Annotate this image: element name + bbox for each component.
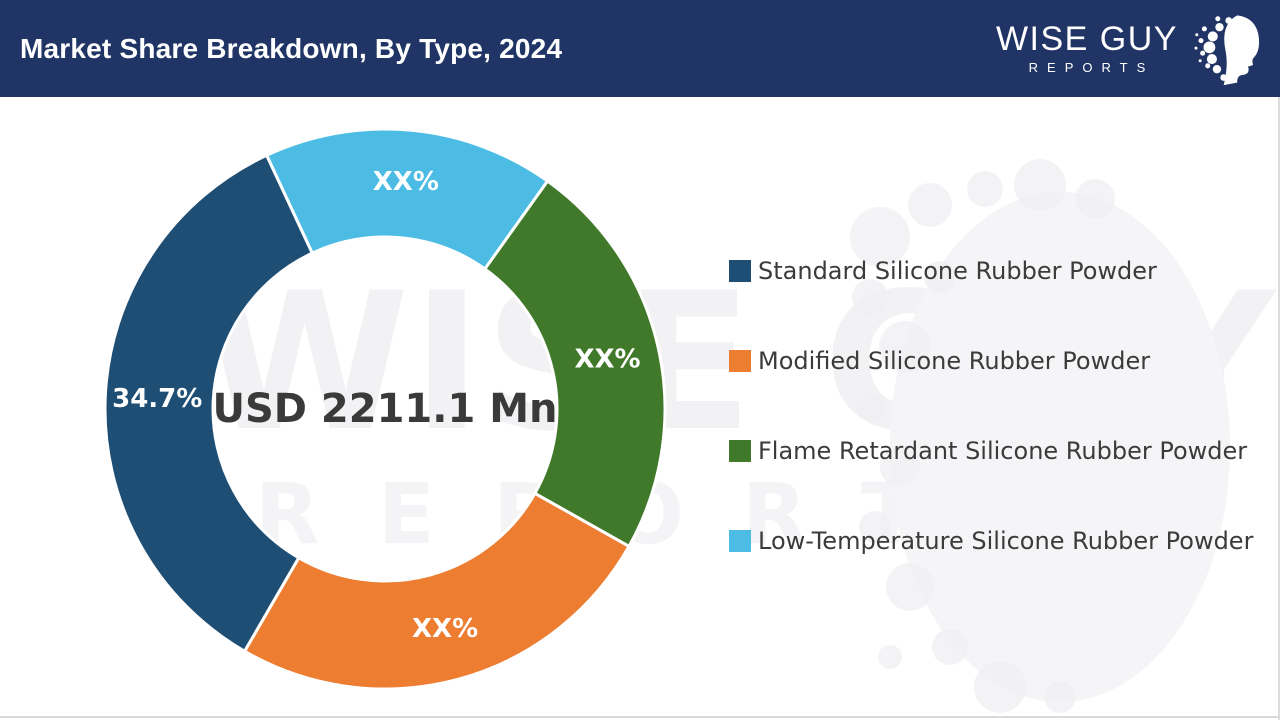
legend-label: Standard Silicone Rubber Powder: [758, 257, 1157, 285]
legend-label: Modified Silicone Rubber Powder: [758, 347, 1151, 375]
chart-area: WISE GUY REPORTS 34.7% XX% XX% XX% USD 2211…: [0, 97, 1280, 720]
wise-guy-logo: WISE GUY REPORTS: [996, 9, 1264, 89]
chart-legend: Standard Silicone Rubber Powder Modified…: [729, 257, 1253, 617]
legend-item: Standard Silicone Rubber Powder: [729, 257, 1253, 285]
legend-item: Low-Temperature Silicone Rubber Powder: [729, 527, 1253, 555]
donut-slice-3: [265, 127, 550, 271]
slice-label-3: XX%: [373, 167, 439, 197]
bottom-divider: [0, 716, 1280, 718]
logo-wordmark-line1: WISE GUY: [995, 20, 1178, 59]
logo-wordmark-line2: REPORTS: [1028, 59, 1155, 75]
header-bar: Market Share Breakdown, By Type, 2024 WI…: [0, 0, 1280, 97]
legend-item: Modified Silicone Rubber Powder: [729, 347, 1253, 375]
donut-slice-0: [103, 153, 314, 653]
logo-face-icon: [1194, 14, 1260, 85]
legend-swatch: [729, 440, 751, 462]
slice-label-1: XX%: [412, 614, 478, 644]
chart-center-value: USD 2211.1 Mn: [212, 386, 558, 432]
donut-chart: 34.7% XX% XX% XX%: [103, 127, 667, 691]
legend-label: Low-Temperature Silicone Rubber Powder: [758, 527, 1254, 555]
slice-label-0: 34.7%: [112, 384, 202, 414]
page-title: Market Share Breakdown, By Type, 2024: [20, 32, 563, 64]
logo-wordmark: WISE GUY REPORTS: [995, 20, 1178, 75]
legend-swatch: [729, 260, 751, 282]
legend-label: Flame Retardant Silicone Rubber Powder: [758, 437, 1248, 465]
slice-label-2: XX%: [574, 344, 640, 374]
donut-slice-2: [483, 179, 667, 548]
legend-item: Flame Retardant Silicone Rubber Powder: [729, 437, 1253, 465]
legend-swatch: [729, 530, 751, 552]
legend-swatch: [729, 350, 751, 372]
donut-slice-1: [243, 491, 631, 691]
